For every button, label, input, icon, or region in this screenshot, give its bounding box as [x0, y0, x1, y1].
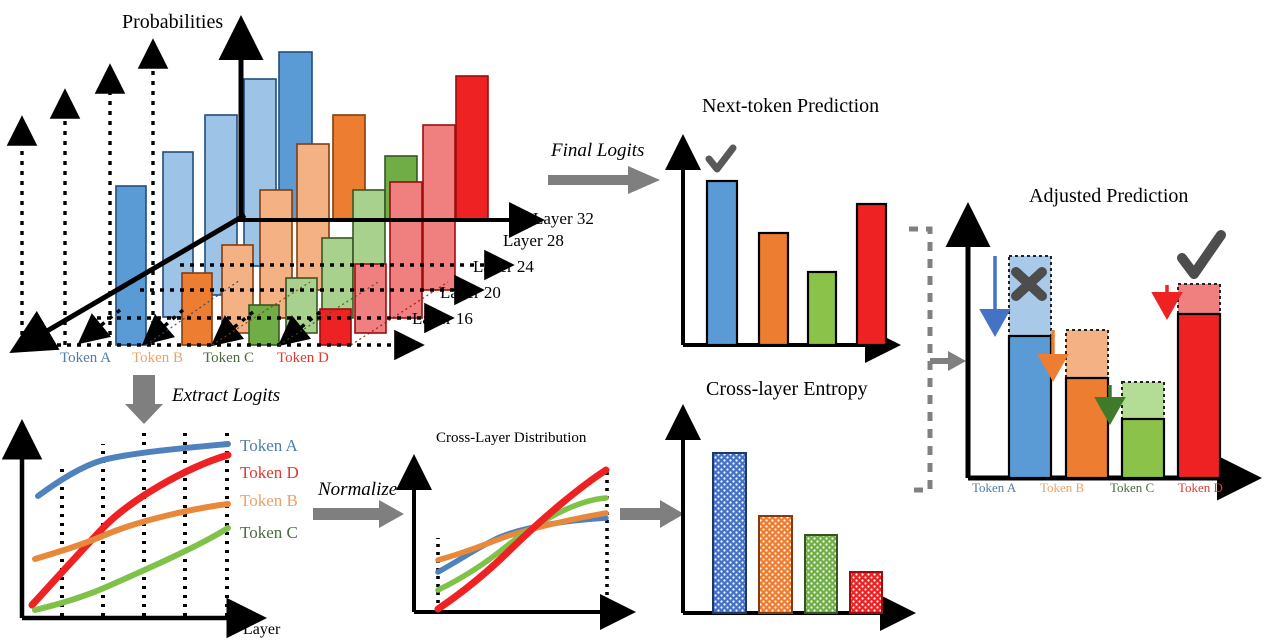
- el-legend-tokenC: Token C: [240, 523, 298, 542]
- token-depth-ticks: [77, 308, 322, 347]
- panel3d-tick-tokenD: Token D: [277, 350, 329, 366]
- panel-next-token-prediction: [665, 134, 901, 363]
- bar3d-tokenD-L20: [354, 263, 387, 334]
- layer-label-32: Layer 32: [533, 209, 594, 228]
- bar3d-tokenD-L32: [455, 75, 489, 221]
- final-logits-arrow: [548, 166, 660, 194]
- final-logits-label: Final Logits: [551, 140, 645, 161]
- cross-icon: [1011, 267, 1047, 301]
- ap-bar-tokenB-removed: [1065, 329, 1109, 379]
- bar3d-tokenC-L20: [285, 277, 318, 334]
- layer-label-24: Layer 24: [473, 257, 534, 276]
- panel-3d-probabilities: [6, 15, 545, 361]
- normalize-label: Normalize: [318, 479, 398, 500]
- bar3d-tokenD-L28: [422, 124, 456, 291]
- adjusted-prediction-title: Adjusted Prediction: [1029, 185, 1189, 207]
- ce-bar-tokenC: [804, 534, 838, 614]
- bar3d-tokenD-L24: [389, 181, 423, 319]
- panel-adjusted-prediction: [945, 202, 1262, 501]
- el-legend-tokenA: Token A: [240, 436, 298, 455]
- cld-line-tokenC: [435, 495, 609, 593]
- el-legend-tokenB: Token B: [240, 491, 298, 510]
- probabilities-axis-label: Probabilities: [122, 11, 224, 33]
- bar3d-tokenD-L16: [319, 308, 352, 346]
- ce-bar-tokenB: [758, 515, 793, 614]
- merge-arrow: [930, 351, 966, 371]
- el-line-tokenA: [35, 441, 231, 499]
- panel3d-tick-tokenB: Token B: [132, 350, 184, 366]
- check-icon-adjusted: [1177, 230, 1226, 279]
- el-line-tokenC: [32, 525, 231, 613]
- floor-guides: [145, 279, 449, 346]
- panel3d-tick-tokenC: Token C: [203, 350, 255, 366]
- check-icon: [705, 144, 737, 173]
- el-line-tokenD: [28, 451, 232, 609]
- cross-layer-entropy-title: Cross-layer Entropy: [706, 378, 868, 400]
- ce-bar-tokenD: [849, 571, 883, 614]
- ce-bar-tokenA: [712, 452, 747, 614]
- el-line-tokenB: [32, 501, 231, 562]
- ap-tick-tokenD: Token D: [1178, 480, 1223, 495]
- panel-cross-layer-entropy: [665, 404, 916, 631]
- bar3d-tokenB-L16: [181, 272, 213, 346]
- ap-tick-tokenB: Token B: [1040, 480, 1085, 495]
- extract-logits-label: Extract Logits: [172, 385, 281, 406]
- nt-bar-tokenD: [855, 202, 888, 347]
- panel-extracted-logits: [1, 419, 267, 639]
- normalize-arrow: [313, 500, 404, 528]
- layer-label-28: Layer 28: [503, 231, 564, 250]
- bar3d-tokenC-L24: [321, 237, 354, 319]
- ap-bar-tokenD-adjusted: [1176, 312, 1222, 480]
- ap-bar-tokenA-adjusted: [1007, 334, 1053, 480]
- depth-axis: [9, 212, 247, 354]
- ap-bar-tokenB-adjusted: [1064, 376, 1110, 480]
- extract-logits-arrow: [125, 375, 163, 424]
- panel-cross-layer-distribution: [396, 454, 636, 630]
- ap-bar-tokenC-removed: [1121, 381, 1165, 420]
- layer-label-20: Layer 20: [440, 283, 501, 302]
- el-x-axis-label: Layer: [243, 621, 281, 638]
- ap-tick-tokenC: Token C: [1110, 480, 1155, 495]
- merge-bracket: [909, 226, 933, 493]
- ap-tick-tokenA: Token A: [972, 480, 1017, 495]
- ap-bar-tokenD-removed: [1177, 283, 1221, 315]
- cross-layer-distribution-title: Cross-Layer Distribution: [436, 430, 587, 446]
- bar3d-tokenA-L16: [115, 185, 147, 346]
- distribution-to-entropy-arrow: [620, 500, 684, 528]
- nt-bar-tokenA: [705, 179, 739, 347]
- bar3d-tokenC-L16: [248, 304, 280, 346]
- dotted-prob-axes: [6, 38, 169, 345]
- panel3d-tick-tokenA: Token A: [60, 350, 112, 366]
- cld-line-tokenB: [435, 510, 609, 563]
- ap-bar-tokenC-adjusted: [1120, 417, 1166, 480]
- cld-line-tokenA: [435, 515, 609, 575]
- nt-bar-tokenC: [806, 270, 838, 347]
- cld-line-tokenD: [434, 466, 610, 613]
- nt-bar-tokenB: [757, 231, 790, 347]
- layer-label-16: Layer 16: [412, 309, 473, 328]
- next-token-prediction-title: Next-token Prediction: [702, 95, 880, 117]
- el-legend-tokenD: Token D: [240, 463, 299, 482]
